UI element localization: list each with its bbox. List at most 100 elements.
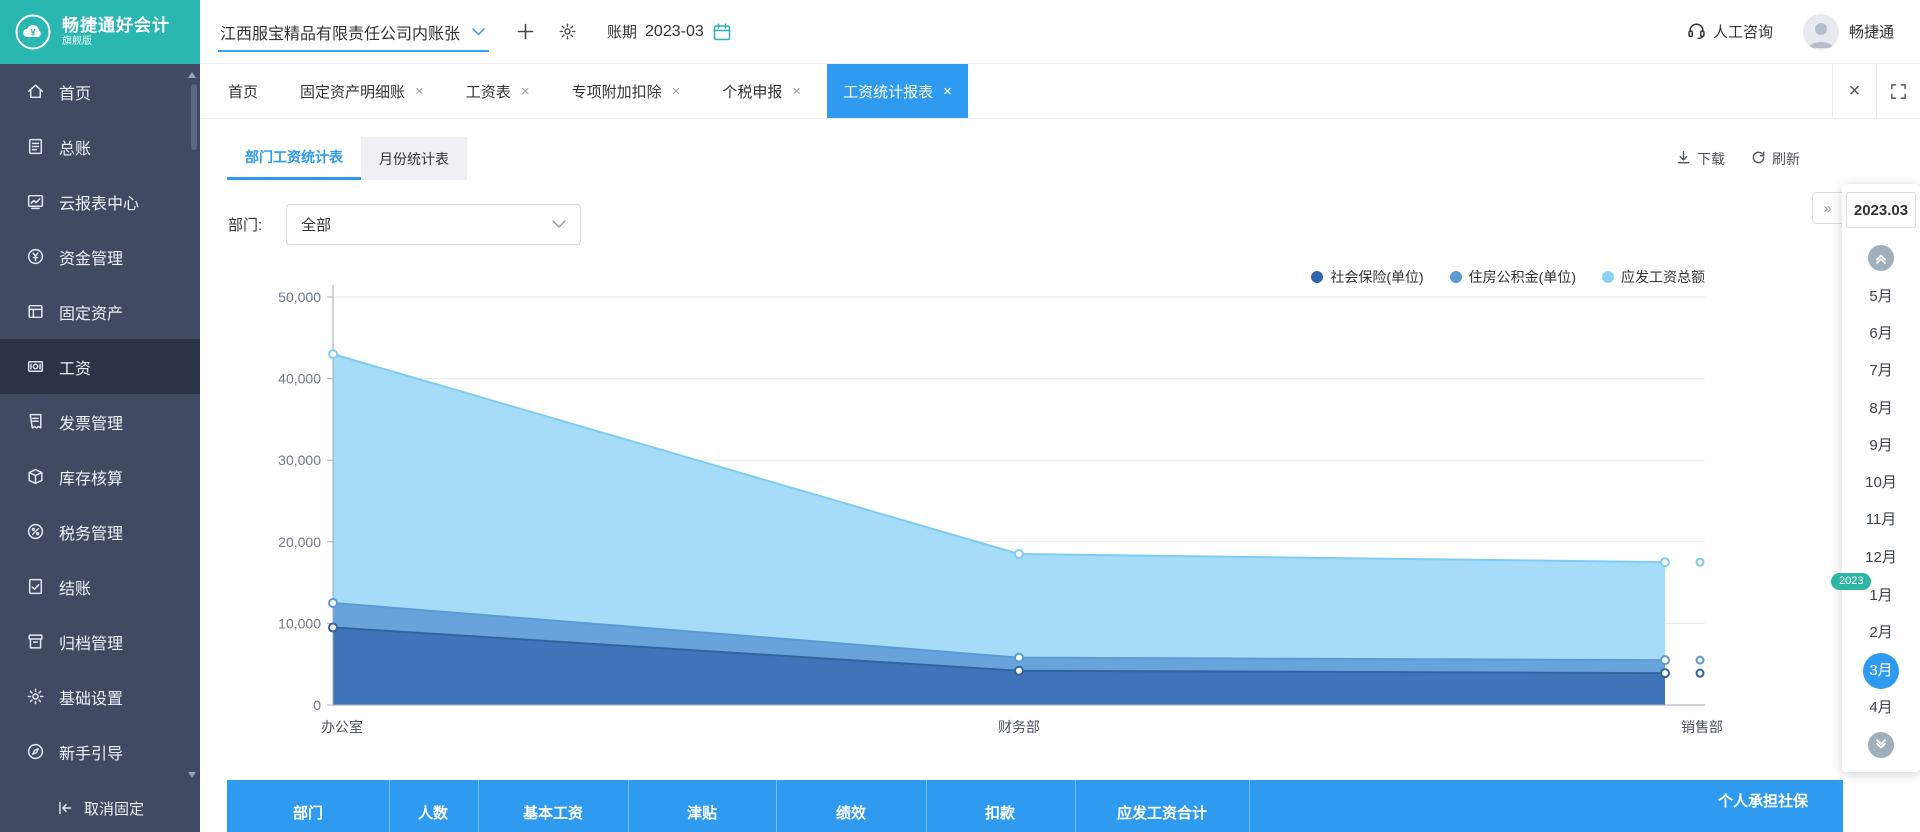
column-separator: [478, 780, 479, 832]
column-separator: [1075, 780, 1076, 832]
period-label: 账期: [607, 24, 638, 41]
month-item[interactable]: 8月: [1869, 400, 1893, 417]
month-item[interactable]: 11月: [1865, 511, 1897, 528]
sidebar-item-cloud-reports[interactable]: 云报表中心: [0, 174, 200, 229]
download-button[interactable]: 下载: [1676, 149, 1725, 169]
month-item[interactable]: 2月: [1869, 624, 1893, 641]
svg-text:¥: ¥: [30, 27, 35, 37]
legend-label: 应发工资总额: [1621, 269, 1705, 285]
month-item[interactable]: 9月: [1869, 437, 1893, 454]
legend-dot: [1602, 271, 1614, 283]
month-item[interactable]: 5月: [1869, 288, 1893, 305]
refresh-button[interactable]: 刷新: [1751, 149, 1800, 169]
legend-item-housing-fund[interactable]: 住房公积金(单位): [1449, 267, 1576, 287]
month-item[interactable]: 6月: [1869, 325, 1893, 342]
sidebar-item-inventory[interactable]: 库存核算: [0, 449, 200, 504]
sidebar-item-tax[interactable]: 税务管理: [0, 504, 200, 559]
add-account-set-icon[interactable]: [517, 23, 534, 40]
calendar-icon[interactable]: [712, 22, 732, 42]
svg-text:20,000: 20,000: [278, 534, 321, 550]
subtab-monthly-statistics[interactable]: 月份统计表: [361, 137, 467, 180]
settings-gear-icon[interactable]: [558, 22, 577, 41]
tab-label: 工资表: [465, 83, 511, 101]
sidebar-item-settings[interactable]: 基础设置: [0, 669, 200, 724]
filter-label: 部门:: [228, 217, 263, 234]
salary-icon: [26, 357, 45, 376]
sidebar-item-label: 首页: [59, 85, 92, 103]
fixed-assets-icon: [26, 302, 45, 321]
legend-label: 社会保险(单位): [1330, 269, 1424, 285]
month-item[interactable]: 3月: [1842, 653, 1920, 689]
sidebar-scroll-up-arrow[interactable]: [188, 72, 196, 78]
unpin-icon: [56, 799, 74, 817]
sidebar-scroll-down-arrow[interactable]: [188, 772, 196, 778]
scroll-months-up-button[interactable]: [1868, 245, 1894, 271]
column-separator: [776, 780, 777, 832]
chevron-down-icon: [472, 23, 485, 41]
document-tab-bar: 首页 × 固定资产明细账 × 工资表 × 专项附加扣除 × 个税申报 × 工资统…: [200, 64, 1920, 119]
sidebar-item-fixed-assets[interactable]: 固定资产: [0, 284, 200, 339]
live-support-button[interactable]: 人工咨询: [1687, 20, 1773, 43]
legend-item-gross-salary[interactable]: 应发工资总额: [1602, 267, 1705, 287]
table-header: 部门 人数 基本工资 津贴 绩效 扣款 应发工资合计 个人承担社保: [227, 780, 1843, 832]
closing-icon: [26, 577, 45, 596]
column-header-performance: 绩效: [835, 805, 867, 822]
sidebar-item-home[interactable]: 首页: [0, 64, 200, 119]
department-select-value: 全部: [301, 217, 332, 234]
month-item[interactable]: 7月: [1869, 362, 1893, 379]
tab-personal-tax-filing[interactable]: 个税申报 ×: [706, 64, 817, 118]
tab-close-icon[interactable]: ×: [943, 82, 952, 100]
sidebar-item-label: 固定资产: [59, 305, 124, 323]
inventory-icon: [26, 467, 45, 486]
month-item[interactable]: 4月: [1869, 699, 1893, 716]
tax-icon: [26, 522, 45, 541]
column-separator: [1249, 780, 1250, 832]
sidebar-item-salary[interactable]: 工资: [0, 339, 200, 394]
department-select[interactable]: 全部: [286, 204, 582, 245]
accounting-period: 账期 2023-03: [607, 21, 732, 42]
sidebar-unpin-button[interactable]: 取消固定: [0, 784, 200, 832]
sidebar-item-closing[interactable]: 结账: [0, 559, 200, 614]
sidebar-item-general-ledger[interactable]: 总账: [0, 119, 200, 174]
month-item[interactable]: 12月: [1865, 549, 1897, 566]
svg-text:30,000: 30,000: [278, 452, 321, 468]
column-group-personal-social-insurance: 个人承担社保: [1717, 793, 1809, 810]
column-header-gross-total: 应发工资合计: [1116, 805, 1208, 822]
sidebar-item-guide[interactable]: 新手引导: [0, 724, 200, 779]
tab-home[interactable]: 首页 ×: [212, 64, 274, 118]
user-name[interactable]: 畅捷通: [1848, 24, 1894, 41]
scroll-months-down-button[interactable]: [1868, 732, 1894, 758]
sidebar-item-funds[interactable]: 资金管理: [0, 229, 200, 284]
tab-close-icon[interactable]: ×: [415, 82, 424, 100]
tab-close-icon[interactable]: ×: [792, 82, 802, 100]
fullscreen-icon[interactable]: [1876, 64, 1920, 118]
tab-close-icon[interactable]: ×: [671, 82, 681, 100]
month-item[interactable]: 10月: [1865, 474, 1897, 491]
column-header-deductions: 扣款: [984, 805, 1016, 822]
sidebar-item-archive[interactable]: 归档管理: [0, 614, 200, 669]
report-actions: 下载 刷新: [1676, 149, 1800, 169]
refresh-label: 刷新: [1772, 151, 1800, 167]
sidebar-item-invoice[interactable]: 发票管理: [0, 394, 200, 449]
legend-item-social-insurance[interactable]: 社会保险(单位): [1311, 267, 1424, 287]
sidebar-scrollbar-thumb[interactable]: [191, 84, 197, 150]
tab-salary-sheet[interactable]: 工资表 ×: [450, 64, 546, 118]
tab-close-icon[interactable]: ×: [520, 82, 530, 100]
month-item[interactable]: 1月: [1869, 587, 1893, 604]
tab-label: 固定资产明细账: [300, 83, 406, 101]
subtab-label: 月份统计表: [379, 150, 449, 167]
tab-special-deduction[interactable]: 专项附加扣除 ×: [556, 64, 697, 118]
sidebar-item-label: 资金管理: [59, 250, 124, 268]
sidebar-item-label: 云报表中心: [59, 195, 140, 213]
tab-salary-statistics-report[interactable]: 工资统计报表 ×: [827, 64, 968, 118]
close-all-tabs-button[interactable]: ×: [1832, 64, 1876, 118]
column-header-allowance: 津贴: [686, 805, 718, 822]
date-panel-collapse-button[interactable]: »: [1812, 192, 1842, 224]
column-separator: [389, 780, 390, 832]
topbar: ¥ 畅捷通好会计 旗舰版 江西服宝精品有限责任公司内账张 账期 2023-03: [0, 0, 1920, 64]
company-selector[interactable]: 江西服宝精品有限责任公司内账张: [218, 12, 490, 52]
subtab-department-salary[interactable]: 部门工资统计表: [227, 137, 361, 180]
avatar[interactable]: [1802, 13, 1839, 50]
tab-label: 首页: [228, 83, 259, 101]
tab-fixed-asset-detail[interactable]: 固定资产明细账 ×: [284, 64, 440, 118]
